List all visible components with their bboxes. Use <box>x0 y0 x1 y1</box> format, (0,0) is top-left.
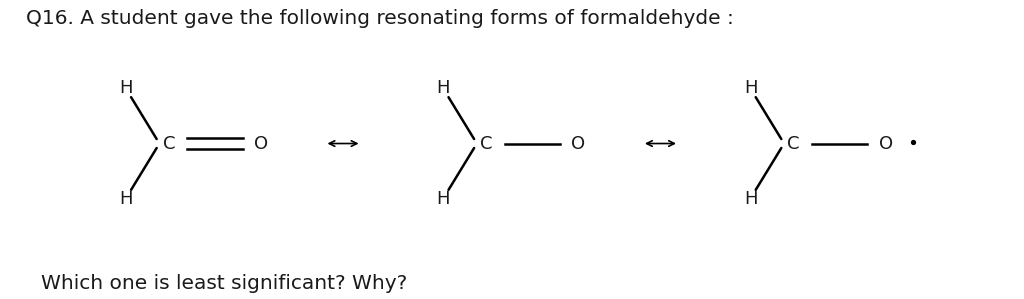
Text: Which one is least significant? Why?: Which one is least significant? Why? <box>41 274 408 293</box>
Text: O: O <box>254 135 268 152</box>
Text: H: H <box>119 79 133 97</box>
Text: C: C <box>163 135 175 152</box>
Text: Q16. A student gave the following resonating forms of formaldehyde :: Q16. A student gave the following resona… <box>26 9 733 28</box>
Text: H: H <box>743 190 758 208</box>
Text: C: C <box>787 135 800 152</box>
Text: H: H <box>743 79 758 97</box>
Text: O: O <box>571 135 586 152</box>
Text: H: H <box>436 190 451 208</box>
Text: C: C <box>480 135 493 152</box>
Text: O: O <box>879 135 893 152</box>
Text: H: H <box>436 79 451 97</box>
Text: H: H <box>119 190 133 208</box>
